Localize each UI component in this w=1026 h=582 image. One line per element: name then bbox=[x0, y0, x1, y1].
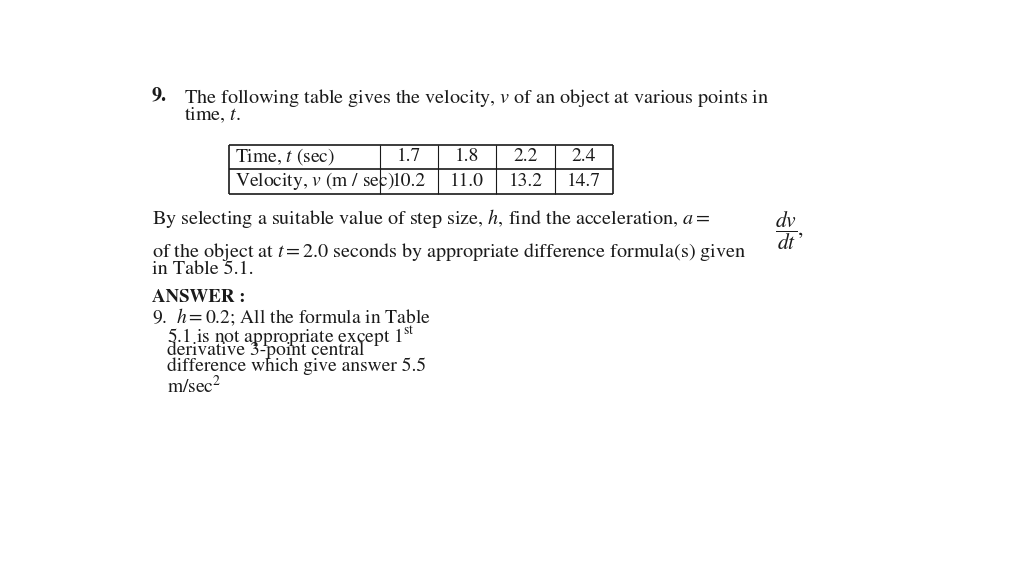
Text: 2.2: 2.2 bbox=[513, 148, 538, 165]
Text: 13.2: 13.2 bbox=[509, 173, 543, 190]
Text: 9.: 9. bbox=[152, 87, 166, 105]
Text: time, $t$.: time, $t$. bbox=[184, 105, 241, 125]
Text: difference which give answer 5.5: difference which give answer 5.5 bbox=[167, 358, 426, 375]
Text: derivative 3-point central: derivative 3-point central bbox=[167, 341, 364, 359]
Text: 5.1 is not appropriate except 1$^\mathrm{st}$: 5.1 is not appropriate except 1$^\mathrm… bbox=[167, 324, 415, 349]
Text: 14.7: 14.7 bbox=[566, 173, 600, 190]
Text: 1.8: 1.8 bbox=[456, 148, 479, 165]
Text: of the object at $t = 2.0$ seconds by appropriate difference formula(s) given: of the object at $t = 2.0$ seconds by ap… bbox=[152, 241, 746, 263]
Text: m/sec$^\mathrm{2}$: m/sec$^\mathrm{2}$ bbox=[167, 375, 222, 397]
Text: 1.7: 1.7 bbox=[397, 148, 422, 165]
Text: The following table gives the velocity, $v$ of an object at various points in: The following table gives the velocity, … bbox=[184, 87, 770, 109]
Text: Velocity, $v$ (m / sec): Velocity, $v$ (m / sec) bbox=[235, 171, 395, 193]
Text: Time, $t$ (sec): Time, $t$ (sec) bbox=[235, 147, 336, 167]
Text: 2.4: 2.4 bbox=[571, 148, 596, 165]
Text: 11.0: 11.0 bbox=[450, 173, 484, 190]
Text: ANSWER :: ANSWER : bbox=[152, 289, 245, 306]
Text: 10.2: 10.2 bbox=[392, 173, 426, 190]
Text: $\dfrac{dv}{dt}$,: $\dfrac{dv}{dt}$, bbox=[776, 209, 804, 252]
Text: By selecting a suitable value of step size, $h$, find the acceleration, $a =$: By selecting a suitable value of step si… bbox=[152, 207, 710, 230]
Text: 9.  $h = 0.2$; All the formula in Table: 9. $h = 0.2$; All the formula in Table bbox=[152, 307, 431, 328]
Text: in Table 5.1.: in Table 5.1. bbox=[152, 261, 253, 278]
